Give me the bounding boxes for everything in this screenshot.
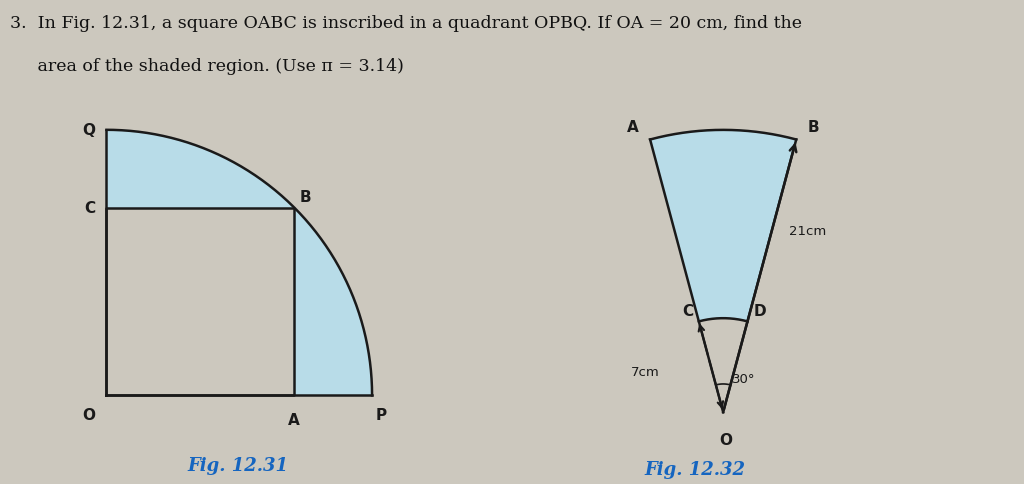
Text: 3.  In Fig. 12.31, a square OABC is inscribed in a quadrant OPBQ. If OA = 20 cm,: 3. In Fig. 12.31, a square OABC is inscr… bbox=[10, 15, 802, 31]
Text: C: C bbox=[84, 201, 95, 216]
Polygon shape bbox=[650, 131, 797, 322]
Text: O: O bbox=[82, 407, 95, 422]
Text: O: O bbox=[720, 432, 732, 447]
Text: C: C bbox=[682, 303, 693, 318]
Text: 7cm: 7cm bbox=[631, 365, 659, 378]
Text: Q: Q bbox=[82, 123, 95, 138]
Text: Fig. 12.31: Fig. 12.31 bbox=[187, 455, 289, 473]
Text: B: B bbox=[300, 190, 311, 205]
Polygon shape bbox=[294, 208, 372, 395]
Text: D: D bbox=[753, 303, 766, 318]
Text: area of the shaded region. (Use π = 3.14): area of the shaded region. (Use π = 3.14… bbox=[10, 58, 404, 75]
Text: 21cm: 21cm bbox=[788, 225, 826, 238]
Text: A: A bbox=[627, 120, 639, 135]
Text: P: P bbox=[376, 407, 387, 422]
Text: B: B bbox=[808, 120, 819, 135]
Text: 30°: 30° bbox=[731, 373, 755, 386]
Text: A: A bbox=[289, 412, 300, 427]
Polygon shape bbox=[106, 131, 294, 208]
Text: Fig. 12.32: Fig. 12.32 bbox=[644, 460, 745, 478]
